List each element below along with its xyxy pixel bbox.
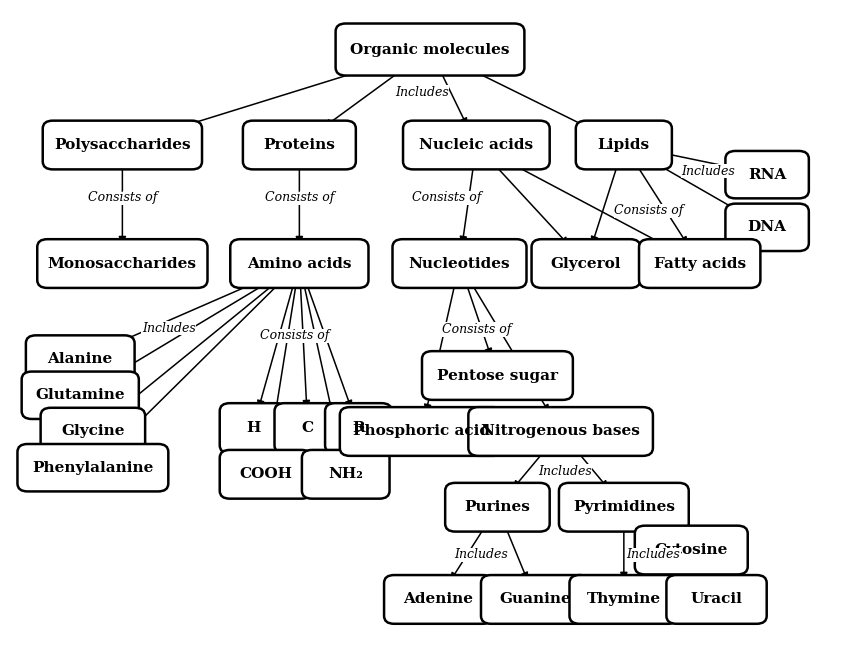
Text: Nitrogenous bases: Nitrogenous bases <box>482 425 640 439</box>
Text: Consists of: Consists of <box>614 204 684 217</box>
FancyBboxPatch shape <box>422 351 573 400</box>
Text: Consists of: Consists of <box>265 192 334 204</box>
Text: Fatty acids: Fatty acids <box>654 257 746 271</box>
FancyBboxPatch shape <box>481 575 590 624</box>
Text: Consists of: Consists of <box>261 329 330 343</box>
FancyBboxPatch shape <box>335 24 525 75</box>
FancyBboxPatch shape <box>219 403 286 453</box>
Text: Consists of: Consists of <box>442 323 511 336</box>
Text: Purines: Purines <box>464 500 531 514</box>
FancyBboxPatch shape <box>666 575 767 624</box>
FancyBboxPatch shape <box>43 121 202 169</box>
Text: Pentose sugar: Pentose sugar <box>437 368 558 382</box>
FancyBboxPatch shape <box>230 239 368 288</box>
Text: Nucleotides: Nucleotides <box>408 257 510 271</box>
FancyBboxPatch shape <box>40 408 145 455</box>
FancyBboxPatch shape <box>243 121 356 169</box>
Text: DNA: DNA <box>747 220 787 235</box>
Text: Consists of: Consists of <box>412 192 482 204</box>
FancyBboxPatch shape <box>392 239 526 288</box>
Text: Glycerol: Glycerol <box>550 257 621 271</box>
Text: Amino acids: Amino acids <box>247 257 352 271</box>
FancyBboxPatch shape <box>576 121 672 169</box>
FancyBboxPatch shape <box>340 407 503 456</box>
Text: Includes: Includes <box>395 86 448 99</box>
Text: Lipids: Lipids <box>598 138 650 152</box>
FancyBboxPatch shape <box>219 450 311 499</box>
Text: H: H <box>246 421 261 435</box>
FancyBboxPatch shape <box>403 121 550 169</box>
FancyBboxPatch shape <box>635 526 747 575</box>
Text: Glycine: Glycine <box>61 425 125 439</box>
Text: C: C <box>302 421 314 435</box>
Text: Glutamine: Glutamine <box>35 388 125 403</box>
Text: Alanine: Alanine <box>47 352 113 366</box>
FancyBboxPatch shape <box>325 403 391 453</box>
FancyBboxPatch shape <box>302 450 390 499</box>
Text: Uracil: Uracil <box>691 593 742 606</box>
Text: RNA: RNA <box>748 167 786 181</box>
FancyBboxPatch shape <box>725 151 809 198</box>
FancyBboxPatch shape <box>469 407 653 456</box>
Text: Proteins: Proteins <box>263 138 335 152</box>
FancyBboxPatch shape <box>17 444 169 491</box>
Text: NH₂: NH₂ <box>329 467 363 481</box>
Text: Includes: Includes <box>454 548 507 561</box>
FancyBboxPatch shape <box>384 575 493 624</box>
FancyBboxPatch shape <box>22 372 138 419</box>
Text: Organic molecules: Organic molecules <box>350 42 510 56</box>
FancyBboxPatch shape <box>725 204 809 251</box>
Text: Includes: Includes <box>681 165 735 178</box>
Text: Monosaccharides: Monosaccharides <box>48 257 197 271</box>
Text: Thymine: Thymine <box>587 593 660 606</box>
Text: Adenine: Adenine <box>403 593 473 606</box>
Text: Cytosine: Cytosine <box>654 543 728 557</box>
Text: Includes: Includes <box>626 548 680 561</box>
Text: Includes: Includes <box>142 322 195 335</box>
FancyBboxPatch shape <box>274 403 341 453</box>
Text: COOH: COOH <box>239 467 292 481</box>
FancyBboxPatch shape <box>531 239 641 288</box>
FancyBboxPatch shape <box>26 335 135 383</box>
Text: Nucleic acids: Nucleic acids <box>420 138 533 152</box>
Text: Includes: Includes <box>538 464 592 478</box>
Text: Guanine: Guanine <box>500 593 571 606</box>
Text: Phosphoric acid: Phosphoric acid <box>353 425 490 439</box>
Text: Polysaccharides: Polysaccharides <box>54 138 191 152</box>
Text: Pyrimidines: Pyrimidines <box>573 500 675 514</box>
Text: Phenylalanine: Phenylalanine <box>32 461 154 474</box>
FancyBboxPatch shape <box>639 239 760 288</box>
FancyBboxPatch shape <box>569 575 679 624</box>
FancyBboxPatch shape <box>559 483 689 532</box>
FancyBboxPatch shape <box>37 239 207 288</box>
FancyBboxPatch shape <box>445 483 550 532</box>
Text: R: R <box>352 421 365 435</box>
Text: Consists of: Consists of <box>88 192 157 204</box>
